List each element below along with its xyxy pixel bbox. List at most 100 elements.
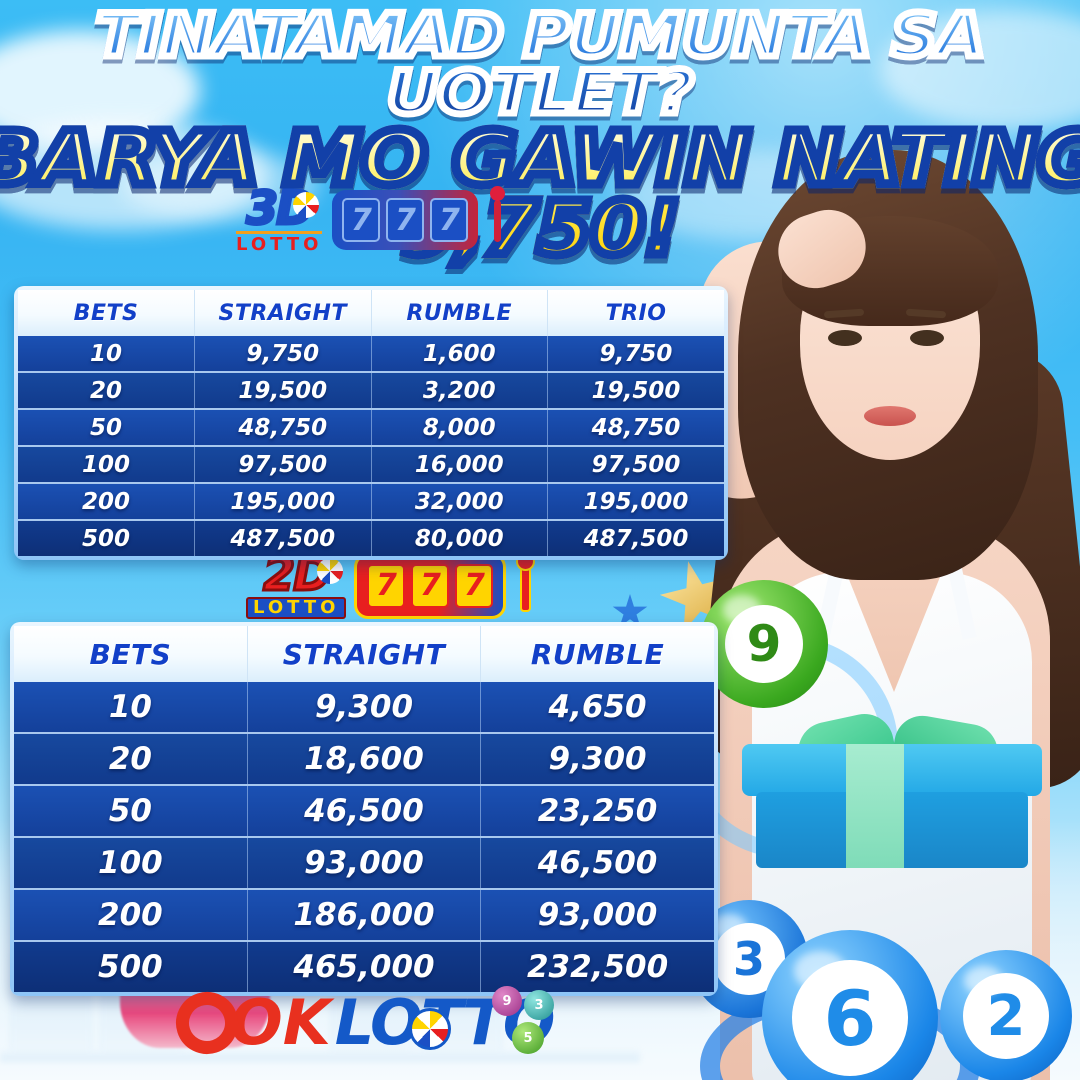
slot-reel: 7 (430, 198, 469, 242)
cell-bet: 10 (14, 682, 248, 734)
column-header: BETS (18, 290, 195, 336)
cell-bet: 10 (18, 336, 195, 373)
table-row: 20 18,600 9,300 (14, 733, 714, 786)
cell-trio: 48,750 (547, 409, 724, 447)
payout-table-3d: BETS STRAIGHT RUMBLE TRIO 10 9,750 1,600… (14, 286, 728, 560)
cell-straight: 9,300 (247, 682, 482, 734)
sunburst-icon (293, 192, 320, 218)
table-row: 20 19,500 3,200 19,500 (18, 372, 724, 410)
logo-3d-mark: 3D LOTTO (236, 184, 323, 254)
column-header: RUMBLE (480, 626, 714, 682)
cell-straight: 46,500 (247, 785, 482, 838)
lottery-ball-number: 6 (792, 960, 908, 1076)
cell-straight: 18,600 (247, 733, 482, 786)
lottery-ball: 6 (762, 930, 938, 1080)
cell-straight: 97,500 (194, 446, 372, 484)
table-header-row: BETS STRAIGHT RUMBLE (14, 626, 714, 682)
slot-machine-2d-icon: 7 7 7 (354, 552, 507, 619)
column-header: STRAIGHT (194, 290, 372, 336)
mini-lottery-ball: 3 (524, 990, 554, 1020)
cell-rumble: 93,000 (480, 889, 714, 942)
column-header: STRAIGHT (247, 626, 482, 682)
table-row: 200 195,000 32,000 195,000 (18, 483, 724, 521)
slot-lever-icon (490, 186, 506, 242)
sunburst-icon (408, 1008, 451, 1050)
cell-bet: 20 (14, 733, 248, 786)
cell-trio: 97,500 (547, 446, 724, 484)
cell-rumble: 4,650 (480, 682, 714, 734)
cell-straight: 93,000 (247, 837, 482, 890)
slot-reel: 7 (342, 198, 381, 242)
cell-rumble: 80,000 (371, 520, 548, 556)
cell-rumble: 1,600 (371, 336, 548, 373)
cell-rumble: 46,500 (480, 837, 714, 890)
table-row: 50 46,500 23,250 (14, 785, 714, 838)
cell-bet: 100 (14, 837, 248, 890)
table-row: 100 93,000 46,500 (14, 837, 714, 890)
column-header: TRIO (547, 290, 724, 336)
payout-table-2d: BETS STRAIGHT RUMBLE 10 9,300 4,650 20 1… (10, 622, 718, 996)
sunburst-icon (317, 558, 344, 584)
logo-3d-lotto: 3D LOTTO 7 7 7 (236, 184, 506, 254)
mini-lottery-ball: 9 (492, 986, 522, 1016)
slot-reel: 7 (367, 563, 406, 608)
mini-lottery-ball: 5 (512, 1022, 544, 1054)
table-row: 500 487,500 80,000 487,500 (18, 520, 724, 556)
table-header-row: BETS STRAIGHT RUMBLE TRIO (18, 290, 724, 336)
slot-reel: 7 (455, 563, 494, 608)
storefront-backdrop (0, 910, 640, 1080)
cell-rumble: 23,250 (480, 785, 714, 838)
cell-bet: 500 (14, 941, 248, 992)
cell-trio: 19,500 (547, 372, 724, 410)
cell-straight: 19,500 (194, 372, 372, 410)
lottery-ball-number: 2 (963, 973, 1049, 1059)
table-row: 50 48,750 8,000 48,750 (18, 409, 724, 447)
table-row: 100 97,500 16,000 97,500 (18, 446, 724, 484)
logo-2d-mark: 2D LOTTO (246, 550, 347, 619)
cloud-icon (120, 150, 320, 220)
cell-bet: 100 (18, 446, 195, 484)
brand-logo-ok-lotto[interactable]: OK LOTTO 9 3 5 (167, 983, 555, 1063)
cell-straight: 186,000 (247, 889, 482, 942)
logo-3d-lotto-word: LOTTO (236, 231, 323, 254)
table-row: 200 186,000 93,000 (14, 889, 714, 942)
headline-line-1: TINATAMAD PUMUNTA SA UOTLET? (0, 3, 1080, 127)
table-row: 10 9,750 1,600 9,750 (18, 336, 724, 373)
cell-straight: 465,000 (247, 941, 482, 992)
cell-straight: 195,000 (194, 483, 372, 521)
cell-rumble: 8,000 (371, 409, 548, 447)
cell-straight: 487,500 (194, 520, 372, 556)
brand-k-text: OK (230, 986, 331, 1059)
cell-straight: 9,750 (194, 336, 372, 373)
table-row: 10 9,300 4,650 (14, 682, 714, 734)
cell-rumble: 232,500 (526, 949, 669, 985)
cell-rumble: 32,000 (371, 483, 548, 521)
cell-rumble: 3,200 (371, 372, 548, 410)
slot-machine-3d-icon: 7 7 7 (332, 190, 479, 250)
column-header: BETS (14, 626, 248, 682)
cell-straight: 48,750 (194, 409, 372, 447)
cell-bet: 500 (18, 520, 195, 556)
cell-bet: 20 (18, 372, 195, 410)
payout-table-3d-grid: BETS STRAIGHT RUMBLE TRIO 10 9,750 1,600… (18, 290, 724, 556)
cloud-icon (0, 120, 270, 230)
gift-box-icon (742, 708, 1042, 868)
cell-bet: 200 (18, 483, 195, 521)
cell-rumble: 16,000 (371, 446, 548, 484)
lottery-ball-number: 9 (725, 605, 803, 683)
cell-trio: 9,750 (547, 336, 724, 373)
headline-line-2: BARYA MO GAWIN NATING 9,750! (0, 118, 1080, 271)
lottery-ball: 9 (700, 580, 828, 708)
cell-bet: 200 (14, 889, 248, 942)
table-row: 500 465,000 232,500 (14, 941, 714, 992)
headline: TINATAMAD PUMUNTA SA UOTLET? BARYA MO GA… (0, 3, 1080, 271)
slot-reel: 7 (386, 198, 425, 242)
logo-2d-lotto: 2D LOTTO 7 7 7 (246, 550, 536, 619)
cell-bet: 50 (14, 785, 248, 838)
cloud-icon (880, 10, 1080, 130)
cell-bet: 50 (18, 409, 195, 447)
cell-rumble: 9,300 (480, 733, 714, 786)
lottery-ball: 2 (940, 950, 1072, 1080)
cell-trio: 195,000 (547, 483, 724, 521)
